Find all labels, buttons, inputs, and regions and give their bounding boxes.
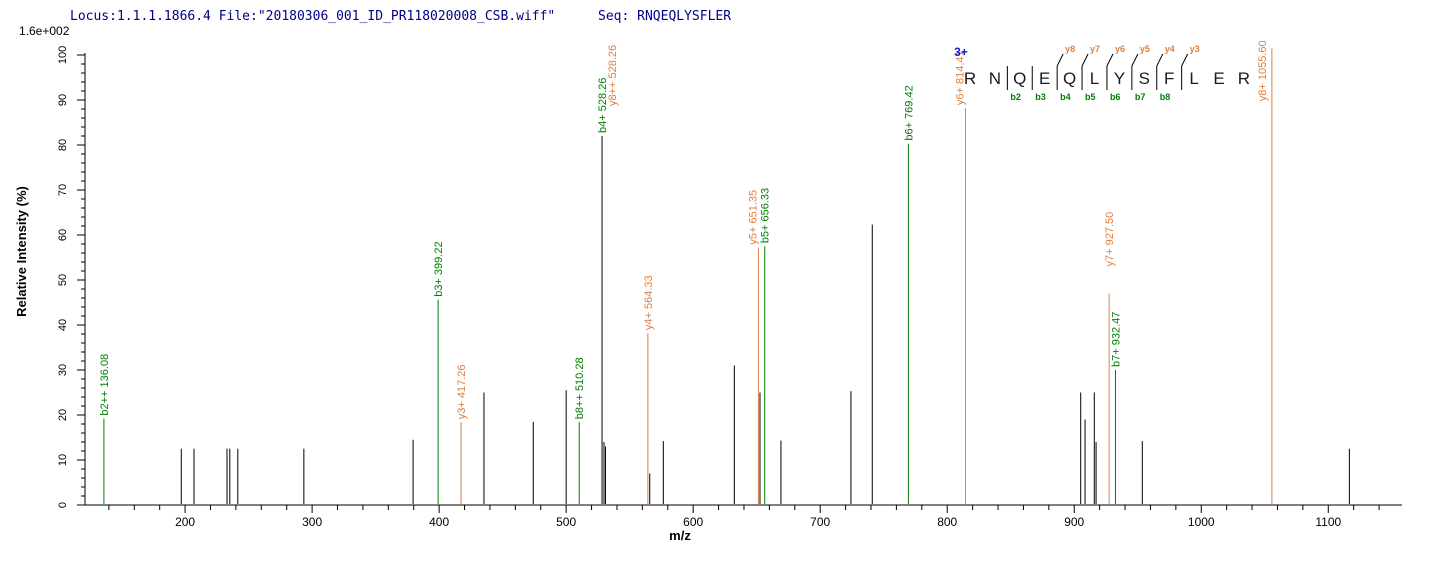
x-axis-title: m/z <box>669 528 691 543</box>
y-fragment-diagonal <box>1131 53 1139 67</box>
locus-file-label: Locus:1.1.1.1866.4 File:"20180306_001_ID… <box>70 9 556 24</box>
x-tick-label: 900 <box>1064 515 1084 529</box>
peak-label-y3+: y3+ 417.26 <box>456 364 468 419</box>
y-tick-label: 90 <box>57 94 69 106</box>
peak-label-b5+: b5+ 656.33 <box>760 188 772 243</box>
sequence-residue: Q <box>1013 69 1026 88</box>
sequence-residue: R <box>964 69 976 88</box>
y-tick-label: 70 <box>57 184 69 196</box>
peak-label-y8+: y8+ 1055.60 <box>1257 40 1269 101</box>
x-tick-label: 400 <box>429 515 449 529</box>
y-tick-label: 60 <box>57 229 69 241</box>
b-ion-label: b7 <box>1135 92 1146 102</box>
sequence-residue: E <box>1039 69 1050 88</box>
b-ion-label: b3 <box>1035 92 1046 102</box>
peak-label-y8++: y8++ 528.26 <box>607 45 619 106</box>
peak-label-y6+: y6+ 814.41 <box>955 50 967 105</box>
x-tick-label: 700 <box>810 515 830 529</box>
peak-label-b4+: b4+ 528.26 <box>597 78 609 133</box>
peak-label-b2++: b2++ 136.08 <box>99 354 111 416</box>
y-ion-label: y4 <box>1165 44 1175 54</box>
y-tick-label: 40 <box>57 319 69 331</box>
x-tick-label: 1000 <box>1188 515 1215 529</box>
y-tick-label: 0 <box>57 502 69 508</box>
sequence-header-label: Seq: RNQEQLYSFLER <box>598 9 732 24</box>
y-tick-label: 100 <box>57 46 69 64</box>
peak-label-b6+: b6+ 769.42 <box>903 85 915 140</box>
peak-label-y7+: y7+ 927.50 <box>1104 212 1116 267</box>
sequence-residue: L <box>1189 69 1198 88</box>
y-fragment-diagonal <box>1081 53 1089 67</box>
y-ion-label: y7 <box>1090 44 1100 54</box>
sequence-residue: F <box>1164 69 1174 88</box>
y-tick-label: 10 <box>57 454 69 466</box>
b-ion-label: b6 <box>1110 92 1121 102</box>
y-tick-label: 80 <box>57 139 69 151</box>
y-ion-label: y6 <box>1115 44 1125 54</box>
b-ion-label: b4 <box>1060 92 1071 102</box>
y-fragment-diagonal <box>1181 53 1189 67</box>
sequence-residue: R <box>1238 69 1250 88</box>
x-tick-label: 800 <box>937 515 957 529</box>
sequence-residue: E <box>1213 69 1224 88</box>
peak-label-b3+: b3+ 399.22 <box>433 241 445 296</box>
sequence-residue: Y <box>1114 69 1125 88</box>
x-tick-label: 500 <box>556 515 576 529</box>
x-tick-label: 600 <box>683 515 703 529</box>
sequence-residue: S <box>1139 69 1150 88</box>
y-tick-label: 20 <box>57 409 69 421</box>
y-fragment-diagonal <box>1156 53 1164 67</box>
intensity-scale-note: 1.6e+002 <box>19 24 70 38</box>
sequence-residue: L <box>1090 69 1099 88</box>
sequence-residue: N <box>989 69 1001 88</box>
y-fragment-diagonal <box>1106 53 1114 67</box>
y-ion-label: y3 <box>1190 44 1200 54</box>
peak-label-y5+: y5+ 651.35 <box>747 190 759 245</box>
x-tick-label: 300 <box>302 515 322 529</box>
y-tick-label: 50 <box>57 274 69 286</box>
sequence-residue: Q <box>1063 69 1076 88</box>
peak-label-b8++: b8++ 510.28 <box>574 357 586 419</box>
x-tick-label: 1100 <box>1315 515 1341 529</box>
b-ion-label: b5 <box>1085 92 1096 102</box>
y-tick-label: 30 <box>57 364 69 376</box>
y-ion-label: y8 <box>1065 44 1075 54</box>
y-ion-label: y5 <box>1140 44 1150 54</box>
peak-label-b7+: b7+ 932.47 <box>1110 312 1122 367</box>
b-ion-label: b2 <box>1010 92 1021 102</box>
charge-state: 3+ <box>954 45 968 59</box>
y-fragment-diagonal <box>1056 53 1064 67</box>
x-tick-label: 200 <box>175 515 195 529</box>
b-ion-label: b8 <box>1160 92 1171 102</box>
peak-label-y4+: y4+ 564.33 <box>643 275 655 330</box>
